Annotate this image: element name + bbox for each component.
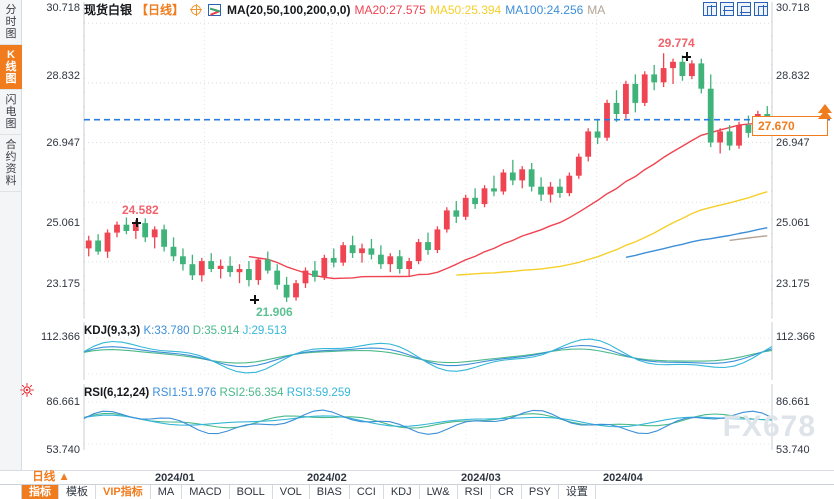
sidebar-item-lightning[interactable]: 闪电图	[0, 90, 22, 135]
kdj-axis-left: 112.366	[41, 331, 80, 343]
crosshair-target-icon[interactable]	[190, 3, 203, 16]
high-marker-icon	[682, 52, 691, 61]
tab-rsi[interactable]: RSI	[458, 485, 491, 499]
date-axis: 日线 ▲ 2024/01 2024/02 2024/03 2024/04	[0, 470, 834, 484]
watermark: FX678	[722, 410, 816, 443]
tab-bias[interactable]: BIAS	[310, 485, 350, 499]
tab-kdj[interactable]: KDJ	[384, 485, 420, 499]
sidebar-item-timeline-label: 分时图	[5, 4, 17, 40]
current-price-tag[interactable]: 27.670	[752, 116, 828, 136]
fit-screen-icon[interactable]	[703, 2, 717, 16]
tab-psy[interactable]: PSY	[522, 485, 559, 499]
zoom-horizontal-icon[interactable]	[737, 2, 751, 16]
rsi1-value: RSI1:51.976	[152, 387, 217, 399]
sidebar-item-kline[interactable]: K线图	[0, 45, 22, 90]
rsi-title: RSI(6,12,24)	[84, 387, 150, 399]
ma-line-icon[interactable]	[208, 3, 222, 16]
kdj-j-value: J:29.513	[242, 325, 287, 337]
sidebar-item-kline-label: K线图	[5, 49, 17, 85]
rsi-axis-right-0: 86.661	[776, 396, 810, 408]
tab-macd[interactable]: MACD	[182, 485, 230, 499]
chart-high-label: 29.774	[658, 36, 695, 50]
price-axis-left-3: 25.061	[46, 217, 80, 229]
price-arrow-up-icon	[818, 104, 832, 113]
price-axis-right-2: 26.947	[776, 137, 810, 149]
chart-header-legend: 现货白银 【日线】 MA(20,50,100,200,0,0) MA20:27.…	[84, 1, 605, 18]
tab-ma[interactable]: MA	[151, 485, 183, 499]
instrument-name: 现货白银	[84, 2, 133, 17]
kdj-k-value: K:33.780	[143, 325, 190, 337]
tab-cci[interactable]: CCI	[350, 485, 384, 499]
kdj-legend: KDJ(9,3,3) K:33.780 D:35.914 J:29.513	[84, 325, 287, 337]
timeframe-label: 【日线】	[136, 2, 185, 17]
low-marker-icon	[250, 295, 259, 304]
chart-secondary-high-label: 24.582	[122, 203, 159, 217]
toolbar-spacer	[0, 485, 22, 499]
rsi2-value: RSI2:56.354	[219, 387, 284, 399]
secondary-high-marker-icon	[132, 218, 141, 227]
price-axis-left-0: 30.718	[46, 2, 80, 14]
sidebar-item-contract-info-label: 合约资料	[5, 139, 17, 187]
tab-indicators[interactable]: 指标	[22, 485, 59, 499]
chart-area[interactable]: 现货白银 【日线】 MA(20,50,100,200,0,0) MA20:27.…	[22, 0, 834, 470]
price-axis-right-3: 25.061	[776, 217, 810, 229]
price-panel[interactable]	[22, 0, 834, 320]
tab-boll[interactable]: BOLL	[230, 485, 273, 499]
tab-lwr[interactable]: LW&	[420, 485, 458, 499]
tab-cr[interactable]: CR	[491, 485, 522, 499]
kdj-axis-right: 112.366	[776, 331, 815, 343]
sidebar-item-lightning-label: 闪电图	[5, 94, 17, 130]
period-selector-button[interactable]: 日线 ▲	[22, 471, 80, 484]
sun-alert-icon[interactable]	[20, 383, 34, 397]
kdj-title: KDJ(9,3,3)	[84, 325, 141, 337]
price-arrow-up-icon-2	[818, 110, 832, 119]
bottom-toolbar: 指标 模板 VIP指标 MA MACD BOLL VOL BIAS CCI KD…	[0, 484, 834, 499]
rsi-axis-right-1: 53.740	[776, 444, 810, 456]
tab-templates[interactable]: 模板	[59, 485, 96, 499]
price-axis-left-1: 28.832	[46, 70, 80, 82]
date-label-0: 2024/01	[155, 472, 195, 484]
date-label-1: 2024/02	[307, 472, 347, 484]
price-axis-right-4: 23.175	[776, 278, 810, 290]
kdj-d-value: D:35.914	[192, 325, 240, 337]
rsi-panel[interactable]	[22, 384, 834, 464]
rsi-axis-left-1: 53.740	[46, 444, 80, 456]
tab-settings[interactable]: 设置	[559, 485, 596, 499]
ma100-value: MA100:24.256	[505, 2, 584, 17]
price-axis-right-0: 30.718	[776, 2, 810, 14]
rsi-axis-left-0: 86.661	[46, 396, 80, 408]
tab-vip-indicators[interactable]: VIP指标	[96, 485, 151, 499]
rsi3-value: RSI3:59.259	[286, 387, 351, 399]
toolbar-empty-area	[596, 485, 834, 499]
chart-low-label: 21.906	[256, 305, 293, 319]
date-label-2: 2024/03	[461, 472, 501, 484]
scroll-right-icon[interactable]	[754, 2, 768, 16]
sidebar-item-timeline[interactable]: 分时图	[0, 0, 22, 45]
ma50-value: MA50:25.394	[429, 2, 502, 17]
price-axis-left-4: 23.175	[46, 278, 80, 290]
price-axis-right-1: 28.832	[776, 70, 810, 82]
ma200-value: MA	[587, 2, 606, 17]
chart-toolbar	[703, 2, 768, 16]
ma20-value: MA20:27.575	[354, 2, 426, 17]
ma-params-label: MA(20,50,100,200,0,0)	[227, 2, 351, 17]
left-sidebar: 分时图 K线图 闪电图 合约资料	[0, 0, 22, 470]
zoom-vertical-icon[interactable]	[720, 2, 734, 16]
tab-vol[interactable]: VOL	[273, 485, 310, 499]
price-axis-left-2: 26.947	[46, 137, 80, 149]
sidebar-item-contract-info[interactable]: 合约资料	[0, 135, 22, 192]
rsi-legend: RSI(6,12,24) RSI1:51.976 RSI2:56.354 RSI…	[84, 387, 351, 399]
kdj-panel[interactable]	[22, 322, 834, 380]
date-label-3: 2024/04	[603, 472, 643, 484]
